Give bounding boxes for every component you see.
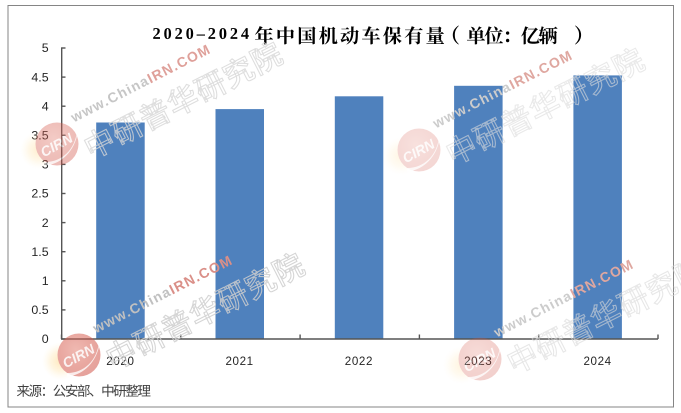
svg-text:0: 0 — [42, 332, 49, 346]
svg-text:1: 1 — [42, 274, 49, 288]
svg-text:4.5: 4.5 — [31, 70, 48, 84]
svg-text:2: 2 — [42, 216, 49, 230]
svg-text:5: 5 — [42, 41, 49, 55]
svg-text:2021: 2021 — [225, 355, 253, 368]
svg-text:2024: 2024 — [583, 355, 611, 368]
svg-text:2022: 2022 — [345, 355, 373, 368]
svg-text:4: 4 — [42, 99, 49, 113]
svg-text:2.5: 2.5 — [31, 187, 48, 201]
svg-text:1.5: 1.5 — [31, 245, 48, 259]
svg-text:2020: 2020 — [106, 355, 134, 368]
svg-text:0.5: 0.5 — [31, 303, 48, 317]
